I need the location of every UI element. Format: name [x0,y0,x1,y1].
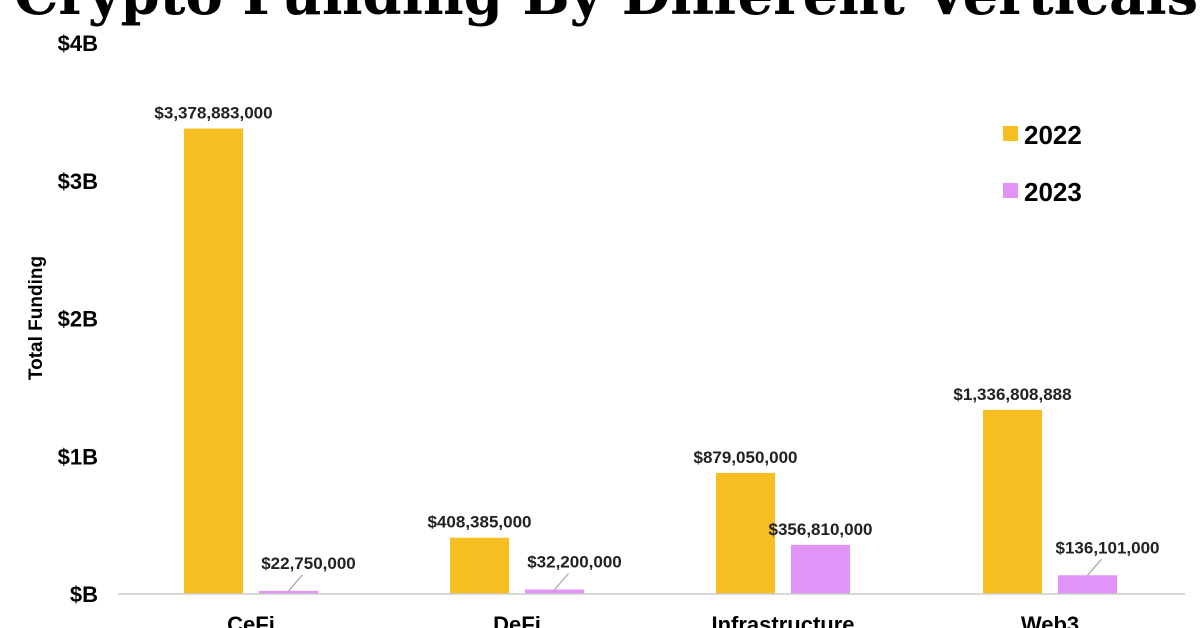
x-category-label: DeFi [493,612,541,628]
data-label: $136,101,000 [1056,538,1160,557]
data-label-leader [554,573,569,590]
bar-2023-web3 [1058,575,1117,594]
bar-2022-defi [450,537,509,594]
bar-2022-web3 [983,409,1042,594]
bars-group: $3,378,883,000 $22,750,000 $408,385,000 $32… [154,104,1160,594]
y-tick-label: $2B [58,307,98,332]
x-category-label: Infrastructure [711,612,854,628]
data-label: $22,750,000 [261,554,356,573]
data-label: $879,050,000 [694,448,798,467]
y-tick-label: $4B [58,31,98,56]
legend: 2022 2023 [1003,120,1082,207]
bar-2023-cefi [259,590,318,594]
x-category-label: Web3 [1021,612,1079,628]
y-tick-label: $1B [58,444,98,469]
x-category-label: CeFi [227,612,275,628]
y-axis-label: Total Funding [26,256,47,380]
y-tick-label: $B [70,582,98,607]
data-label: $1,336,808,888 [953,385,1071,404]
bar-2023-defi [525,589,584,594]
bar-2023-infrastructure [791,544,850,594]
bar-2022-cefi [184,128,243,594]
legend-swatch [1003,126,1018,141]
y-tick-label: $3B [58,169,98,194]
data-label: $356,810,000 [769,520,873,539]
legend-swatch [1003,183,1018,198]
data-label: $3,378,883,000 [154,104,272,123]
legend-label: 2023 [1024,177,1082,207]
legend-label: 2022 [1024,120,1082,150]
chart-title: Crypto Funding By Different Verticals [14,0,1198,28]
data-label: $408,385,000 [428,513,532,532]
data-label-leader [288,574,303,592]
data-label: $32,200,000 [527,553,622,572]
data-label-leader [1087,558,1102,576]
bar-2022-infrastructure [716,472,775,594]
y-axis-ticks: $B $1B $2B $3B $4B [58,31,98,607]
x-axis-categories: CeFi DeFi Infrastructure Web3 [227,612,1079,628]
